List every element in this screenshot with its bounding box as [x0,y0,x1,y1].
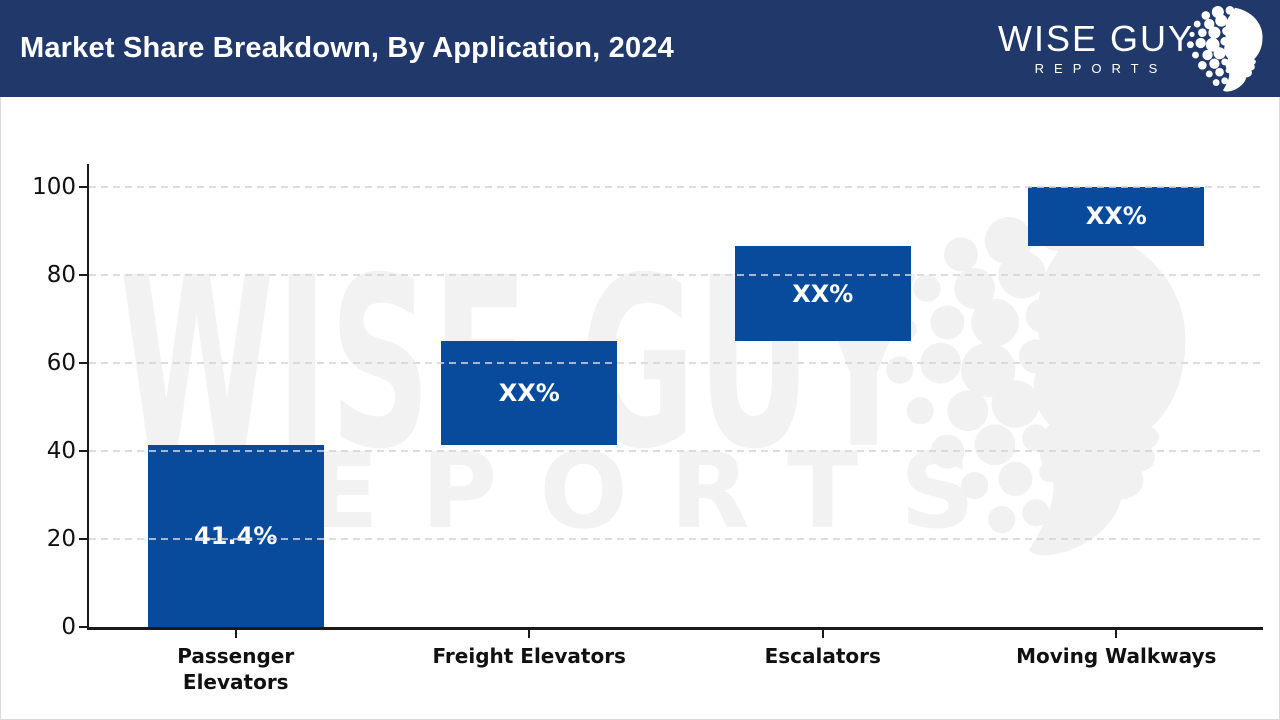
plot-area: 0 20 40 60 80 100 41.4% Passenger Elevators XX% F… [1,97,1279,719]
x-tick-mark-escalators [821,630,824,638]
y-tick-label-80: 80 [46,261,76,288]
bar-value-label-freight-elevators: XX% [498,378,560,407]
x-axis-line [87,627,1263,630]
x-tick-mark-freight-elevators [528,630,531,638]
bar-moving-walkways: XX% [1028,186,1205,247]
bar-passenger-elevators: 41.4% [147,444,324,627]
x-axis-label-moving-walkways: Moving Walkways [1016,644,1217,668]
wiseguy-logo: WISE GUY REPORTS [998,6,1266,92]
bar-value-label-moving-walkways: XX% [1085,202,1147,231]
y-tick-mark-60 [79,361,87,364]
logo-text: WISE GUY REPORTS [997,18,1194,77]
bar-escalators: XX% [734,246,911,341]
y-tick-label-100: 100 [32,173,76,200]
logo-wordmark: WISE GUY [997,18,1194,59]
logo-face-icon [1180,6,1266,92]
x-axis-label-escalators: Escalators [764,644,881,668]
y-axis-line [87,164,89,630]
y-tick-mark-0 [79,626,87,628]
x-tick-mark-passenger-elevators [234,630,237,638]
y-tick-mark-100 [79,185,87,188]
logo-subtext: REPORTS [1034,61,1168,76]
x-tick-mark-moving-walkways [1115,630,1118,638]
y-tick-mark-20 [79,537,87,540]
y-tick-mark-40 [79,449,87,452]
bar-freight-elevators: XX% [441,340,618,445]
bar-value-label-passenger-elevators: 41.4% [194,521,278,550]
gridline-60 [89,361,1263,364]
y-tick-label-0: 0 [61,614,76,640]
x-axis-label-freight-elevators: Freight Elevators [432,644,626,668]
y-tick-label-40: 40 [46,437,76,464]
gridline-80 [89,273,1263,276]
bar-value-label-escalators: XX% [792,279,854,308]
y-tick-mark-80 [79,273,87,276]
header-bar: Market Share Breakdown, By Application, … [0,0,1280,97]
page-title: Market Share Breakdown, By Application, … [20,32,674,64]
chart-panel: WISE GUY REPORTS 0 20 40 60 80 100 41.4% Passen… [0,97,1280,720]
x-axis-label-passenger-elevators: Passenger Elevators [177,644,295,694]
y-tick-label-20: 20 [46,525,76,552]
y-tick-label-60: 60 [46,349,76,376]
